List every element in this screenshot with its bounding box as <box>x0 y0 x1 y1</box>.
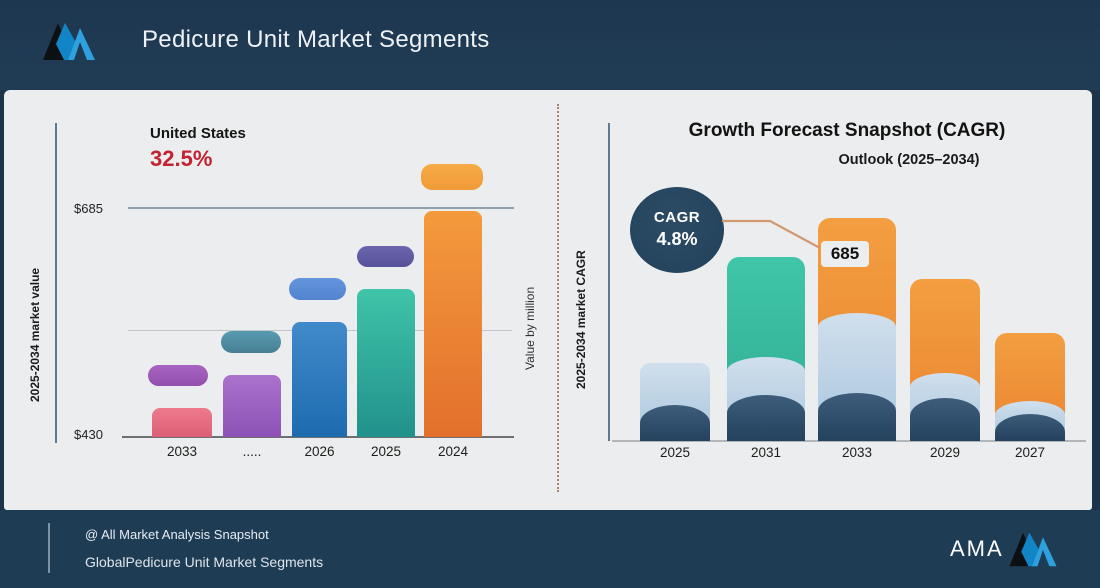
right-x-label-2025: 2025 <box>659 445 691 460</box>
segment-base-2025 <box>640 405 710 441</box>
right-panel-title: Growth Forecast Snapshot (CAGR) <box>688 120 1006 141</box>
right-x-label-2031: 2031 <box>750 445 782 460</box>
left-x-axis-line <box>122 436 514 438</box>
left-bar-cap-2026 <box>289 278 346 300</box>
panel-divider <box>557 104 559 492</box>
footer-line1: @ All Market Analysis Snapshot <box>85 527 269 542</box>
segment-top-2031 <box>727 257 805 441</box>
left-y-axis-line <box>55 123 57 443</box>
segment-mid-2031 <box>727 357 805 441</box>
left-bar-..... <box>223 375 281 437</box>
left-y-axis-label: 2025-2034 market value <box>28 267 42 403</box>
footer: @ All Market Analysis Snapshot GlobalPed… <box>0 510 1100 588</box>
segment-base-2027 <box>995 414 1065 441</box>
right-panel-subtitle: Outlook (2025–2034) <box>838 152 980 168</box>
left-gridline-mid <box>128 330 512 331</box>
left-bar-2024 <box>424 211 482 437</box>
left-bar-cap-2033 <box>148 365 208 386</box>
left-bar-cap-2024 <box>421 164 483 190</box>
left-x-label-.....: ..... <box>242 444 262 459</box>
annotation-685: 685 <box>821 241 869 267</box>
right-y-axis-label: 2025-2034 market CAGR <box>574 250 588 390</box>
right-y-axis-line <box>608 123 610 441</box>
value-by-million-label: Value by million <box>523 286 537 370</box>
footer-ama-logo-icon <box>1009 532 1057 567</box>
left-tick-685: $685 <box>74 201 103 216</box>
segment-mid-2025 <box>640 363 710 441</box>
left-x-label-2026: 2026 <box>304 444 335 459</box>
cagr-badge-label: CAGR <box>653 209 701 226</box>
footer-brand-text: AMA <box>950 536 1004 561</box>
region-label: United States <box>150 125 246 142</box>
left-gridline-685 <box>128 207 514 209</box>
left-bar-2033 <box>152 408 212 437</box>
right-x-axis-line <box>612 440 1086 442</box>
segment-mid-2027 <box>995 401 1065 441</box>
highlight-value: 32.5% <box>150 146 213 171</box>
right-x-label-2027: 2027 <box>1014 445 1046 460</box>
segment-base-2033 <box>818 393 896 441</box>
footer-divider <box>48 523 50 573</box>
left-bar-cap-2025 <box>357 246 414 267</box>
segment-mid-2029 <box>910 373 980 441</box>
cagr-badge: CAGR 4.8% <box>630 187 724 273</box>
right-x-label-2029: 2029 <box>929 445 961 460</box>
left-bar-2026 <box>292 322 347 437</box>
page-title: Pedicure Unit Market Segments <box>142 26 490 53</box>
right-x-label-2033: 2033 <box>841 445 873 460</box>
header: Pedicure Unit Market Segments <box>0 0 1100 90</box>
segment-top-2027 <box>995 333 1065 441</box>
left-bar-cap-..... <box>221 331 281 353</box>
left-tick-430: $430 <box>74 427 103 442</box>
left-x-label-2025: 2025 <box>370 444 402 459</box>
callout-connector-line <box>722 219 821 249</box>
content-area: 2025-2034 market value $685 $430 United … <box>4 90 1092 510</box>
ama-logo-icon <box>43 23 95 60</box>
left-bar-2025 <box>357 289 415 437</box>
cagr-badge-value: 4.8% <box>656 229 698 249</box>
left-x-label-2024: 2024 <box>437 444 469 459</box>
segment-top-2029 <box>910 279 980 441</box>
segment-base-2029 <box>910 398 980 441</box>
footer-line2: GlobalPedicure Unit Market Segments <box>85 554 324 570</box>
segment-base-2031 <box>727 395 805 441</box>
segment-mid-2033 <box>818 313 896 441</box>
left-x-label-2033: 2033 <box>166 444 198 459</box>
